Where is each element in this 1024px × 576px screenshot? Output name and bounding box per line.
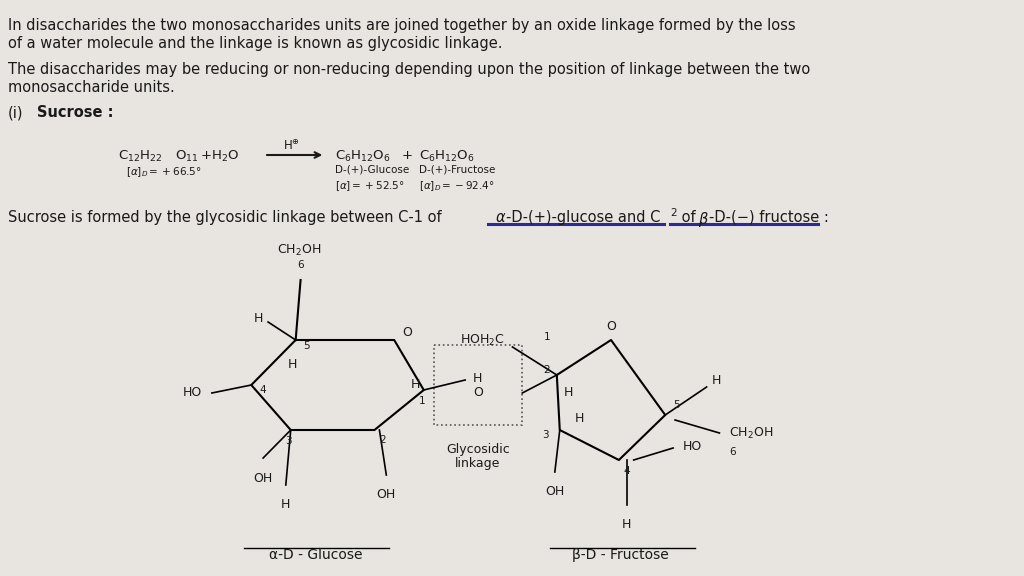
Text: $\mathregular{CH_2OH}$: $\mathregular{CH_2OH}$ xyxy=(278,243,322,258)
Text: of a water molecule and the linkage is known as glycosidic linkage.: of a water molecule and the linkage is k… xyxy=(8,36,503,51)
Text: H: H xyxy=(282,498,291,511)
Text: OH: OH xyxy=(377,488,396,501)
Text: 1: 1 xyxy=(419,396,425,406)
Text: D-(+)-Fructose: D-(+)-Fructose xyxy=(419,165,496,175)
Text: H: H xyxy=(288,358,297,372)
Text: 4: 4 xyxy=(259,385,266,395)
Text: 5: 5 xyxy=(303,341,310,351)
Text: $\mathregular{HOH_2C}$: $\mathregular{HOH_2C}$ xyxy=(461,332,505,347)
Text: β-D - Fructose: β-D - Fructose xyxy=(572,548,670,562)
Text: +: + xyxy=(402,149,413,162)
Text: -D-(−) fructose :: -D-(−) fructose : xyxy=(709,210,828,225)
Text: 2: 2 xyxy=(380,435,386,445)
Text: Sucrose :: Sucrose : xyxy=(38,105,114,120)
Text: OH: OH xyxy=(254,472,272,485)
Text: $\mathregular{C_6H_{12}O_6}$: $\mathregular{C_6H_{12}O_6}$ xyxy=(335,149,391,164)
Text: 6: 6 xyxy=(297,260,304,270)
Text: linkage: linkage xyxy=(456,457,501,470)
Text: H: H xyxy=(623,518,632,531)
Text: H: H xyxy=(712,373,721,386)
Text: $[\alpha]_D=-92.4°$: $[\alpha]_D=-92.4°$ xyxy=(419,179,495,193)
Text: $\mathregular{CH_2OH}$: $\mathregular{CH_2OH}$ xyxy=(729,426,773,441)
Text: HO: HO xyxy=(182,386,202,400)
Text: 6: 6 xyxy=(729,447,736,457)
Text: of: of xyxy=(677,210,700,225)
Text: H: H xyxy=(574,411,584,425)
Text: D-(+)-Glucose: D-(+)-Glucose xyxy=(335,165,410,175)
Text: H: H xyxy=(472,372,481,385)
Text: 5: 5 xyxy=(673,400,680,410)
Text: O: O xyxy=(402,325,412,339)
Text: α-D - Glucose: α-D - Glucose xyxy=(268,548,362,562)
Text: monosaccharide units.: monosaccharide units. xyxy=(8,80,175,95)
Text: 2: 2 xyxy=(670,208,677,218)
Text: O: O xyxy=(473,386,483,400)
Text: (i): (i) xyxy=(8,105,24,120)
Text: OH: OH xyxy=(545,485,564,498)
Text: 2: 2 xyxy=(544,365,550,375)
Text: $[\alpha]=+52.5°$: $[\alpha]=+52.5°$ xyxy=(335,179,404,193)
Text: Glycosidic: Glycosidic xyxy=(446,443,510,456)
Text: $\beta$: $\beta$ xyxy=(697,210,709,229)
Text: $\mathregular{O_{11}}$: $\mathregular{O_{11}}$ xyxy=(175,149,199,164)
Text: 4: 4 xyxy=(624,466,631,476)
Text: 3: 3 xyxy=(542,430,548,440)
Text: O: O xyxy=(606,320,616,332)
Text: 3: 3 xyxy=(286,436,292,446)
Text: $\mathregular{C_{12}H_{22}}$: $\mathregular{C_{12}H_{22}}$ xyxy=(118,149,163,164)
Text: $[\alpha]_D=+66.5°$: $[\alpha]_D=+66.5°$ xyxy=(126,165,202,179)
Text: The disaccharides may be reducing or non-reducing depending upon the position of: The disaccharides may be reducing or non… xyxy=(8,62,810,77)
Text: H: H xyxy=(412,378,421,392)
Text: -D-(+)-glucose and C: -D-(+)-glucose and C xyxy=(506,210,659,225)
Text: H: H xyxy=(564,386,573,400)
Text: $\mathregular{H^{\oplus}}$: $\mathregular{H^{\oplus}}$ xyxy=(284,139,300,153)
Text: $\mathregular{C_6H_{12}O_6}$: $\mathregular{C_6H_{12}O_6}$ xyxy=(419,149,474,164)
Text: H: H xyxy=(254,312,263,324)
Text: 1: 1 xyxy=(544,332,550,342)
Text: In disaccharides the two monosaccharides units are joined together by an oxide l: In disaccharides the two monosaccharides… xyxy=(8,18,796,33)
Text: HO: HO xyxy=(683,439,702,453)
Text: Sucrose is formed by the glycosidic linkage between C-1 of: Sucrose is formed by the glycosidic link… xyxy=(8,210,446,225)
Bar xyxy=(433,345,522,425)
Text: $\mathregular{+H_2O}$: $\mathregular{+H_2O}$ xyxy=(200,149,240,164)
Text: $\alpha$: $\alpha$ xyxy=(495,210,506,225)
